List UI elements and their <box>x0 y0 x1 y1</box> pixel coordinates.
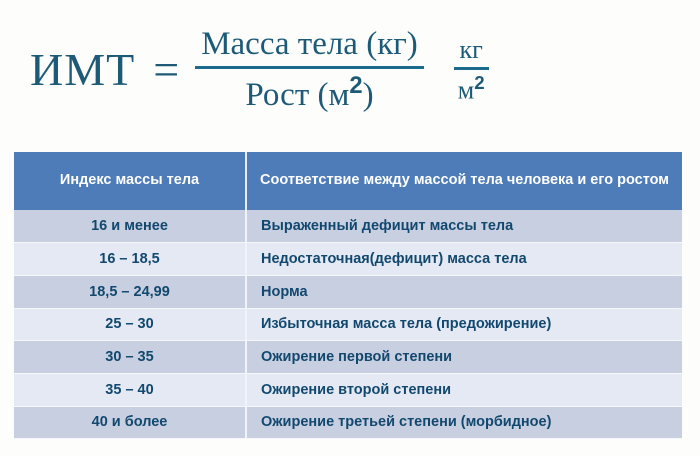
cell-bmi-range: 18,5 – 24,99 <box>14 275 247 309</box>
formula-denominator-text: Рост (м <box>245 77 350 113</box>
table-body: 16 и менее Выраженный дефицит массы тела… <box>14 210 682 440</box>
table-row: 40 и более Ожирение третьей степени (мор… <box>14 406 682 440</box>
formula-unit-denominator-text: м <box>457 75 475 105</box>
table-row: 25 – 30 Избыточная масса тела (предожире… <box>14 308 682 342</box>
bmi-classification-table: Индекс массы тела Соответствие между мас… <box>14 152 682 440</box>
formula-lhs-label: ИМТ <box>30 44 136 95</box>
bmi-formula: ИМТ = Масса тела (кг) Рост (м2) кг м2 <box>0 0 700 140</box>
formula-denominator-paren: ) <box>362 77 374 113</box>
cell-bmi-range: 25 – 30 <box>14 308 247 342</box>
cell-bmi-range: 35 – 40 <box>14 373 247 407</box>
column-header-bmi-index: Индекс массы тела <box>14 152 247 210</box>
cell-bmi-description: Норма <box>246 275 682 309</box>
cell-bmi-description: Избыточная масса тела (предожирение) <box>246 308 682 342</box>
formula-unit-denominator-exponent: 2 <box>474 71 485 93</box>
table-row: 18,5 – 24,99 Норма <box>14 275 682 309</box>
table-row: 16 и менее Выраженный дефицит массы тела <box>14 210 682 244</box>
cell-bmi-range: 16 и менее <box>14 210 247 244</box>
cell-bmi-description: Ожирение третьей степени (морбидное) <box>246 406 682 440</box>
formula-unit-fraction: кг м2 <box>453 34 489 105</box>
formula-fraction-bar <box>195 66 424 69</box>
cell-bmi-range: 40 и более <box>14 406 247 440</box>
cell-bmi-range: 30 – 35 <box>14 340 247 374</box>
table-row: 16 – 18,5 Недостаточная(дефицит) масса т… <box>14 242 682 276</box>
column-header-correspondence: Соответствие между массой тела человека … <box>246 152 682 210</box>
formula-unit-numerator: кг <box>459 34 483 64</box>
formula-unit-fraction-bar <box>453 66 489 70</box>
formula-denominator-exponent: 2 <box>349 72 363 99</box>
table-header: Индекс массы тела Соответствие между мас… <box>14 152 682 210</box>
table-row: 30 – 35 Ожирение первой степени <box>14 340 682 374</box>
cell-bmi-description: Недостаточная(дефицит) масса тела <box>246 242 682 276</box>
table-row: 35 – 40 Ожирение второй степени <box>14 373 682 407</box>
cell-bmi-description: Ожирение первой степени <box>246 340 682 374</box>
formula-unit-denominator: м2 <box>454 71 489 105</box>
cell-bmi-description: Ожирение второй степени <box>246 373 682 407</box>
formula-denominator: Рост (м2) <box>239 74 379 112</box>
formula-equals-sign: = <box>153 44 180 95</box>
cell-bmi-range: 16 – 18,5 <box>14 242 247 276</box>
table-header-row: Индекс массы тела Соответствие между мас… <box>14 152 682 210</box>
cell-bmi-description: Выраженный дефицит массы тела <box>246 210 682 244</box>
formula-numerator: Масса тела (кг) <box>201 26 418 62</box>
formula-main-fraction: Масса тела (кг) Рост (м2) <box>195 28 424 112</box>
